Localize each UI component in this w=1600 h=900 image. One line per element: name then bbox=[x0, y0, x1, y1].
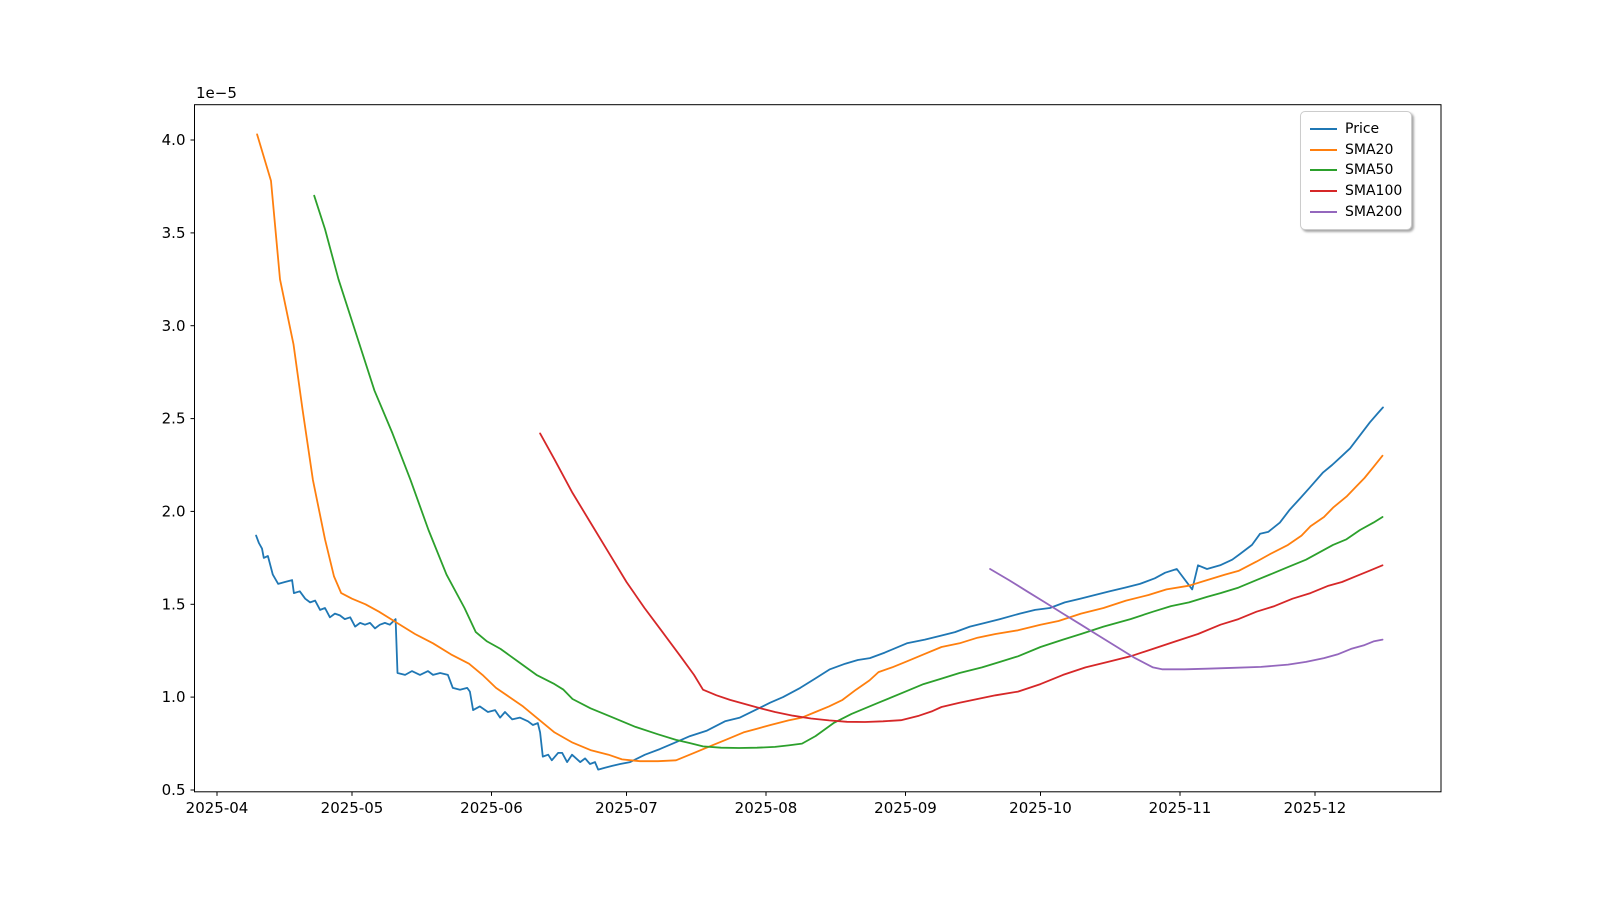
legend-item-sma50: SMA50 bbox=[1310, 160, 1402, 181]
axes-spines bbox=[194, 104, 1442, 793]
x-tick-label: 2025-10 bbox=[1009, 799, 1072, 817]
series-line-sma50 bbox=[313, 194, 1384, 749]
legend-label: SMA50 bbox=[1345, 162, 1394, 179]
plot-area bbox=[194, 104, 1441, 792]
x-tick-label: 2025-04 bbox=[186, 799, 249, 817]
legend-item-sma20: SMA20 bbox=[1310, 140, 1402, 161]
legend-line-swatch bbox=[1310, 148, 1337, 151]
series-line-sma200 bbox=[989, 568, 1384, 671]
legend-line-swatch bbox=[1310, 169, 1337, 172]
x-tick-label: 2025-08 bbox=[735, 799, 798, 817]
series-line-sma100 bbox=[539, 432, 1384, 723]
y-tick-label: 2.0 bbox=[162, 503, 186, 521]
y-tick-label: 3.0 bbox=[162, 317, 186, 335]
y-tick-label: 2.5 bbox=[162, 410, 186, 428]
legend-item-sma100: SMA100 bbox=[1310, 181, 1402, 202]
y-axis-offset-label: 1e−5 bbox=[196, 84, 237, 102]
x-tick-label: 2025-09 bbox=[874, 799, 937, 817]
legend-label: SMA100 bbox=[1345, 183, 1403, 200]
legend-line-swatch bbox=[1310, 190, 1337, 193]
x-tick-label: 2025-11 bbox=[1149, 799, 1212, 817]
x-tick-label: 2025-05 bbox=[321, 799, 384, 817]
y-tick-label: 4.0 bbox=[162, 131, 186, 149]
legend: Price SMA20 SMA50 SMA100 SMA200 bbox=[1300, 111, 1412, 230]
y-tick-label: 1.5 bbox=[162, 595, 186, 613]
x-tick-label: 2025-12 bbox=[1284, 799, 1347, 817]
y-tick-label: 0.5 bbox=[162, 781, 186, 799]
legend-item-sma200: SMA200 bbox=[1310, 201, 1402, 222]
legend-line-swatch bbox=[1310, 128, 1337, 131]
legend-label: SMA20 bbox=[1345, 141, 1394, 158]
x-tick-label: 2025-06 bbox=[460, 799, 523, 817]
legend-item-price: Price bbox=[1310, 119, 1402, 140]
y-tick-label: 3.5 bbox=[162, 224, 186, 242]
y-tick-label: 1.0 bbox=[162, 688, 186, 706]
legend-label: SMA200 bbox=[1345, 203, 1403, 220]
legend-label: Price bbox=[1345, 121, 1380, 138]
legend-line-swatch bbox=[1310, 210, 1337, 213]
x-tick-label: 2025-07 bbox=[595, 799, 658, 817]
series-line-price bbox=[255, 406, 1384, 771]
